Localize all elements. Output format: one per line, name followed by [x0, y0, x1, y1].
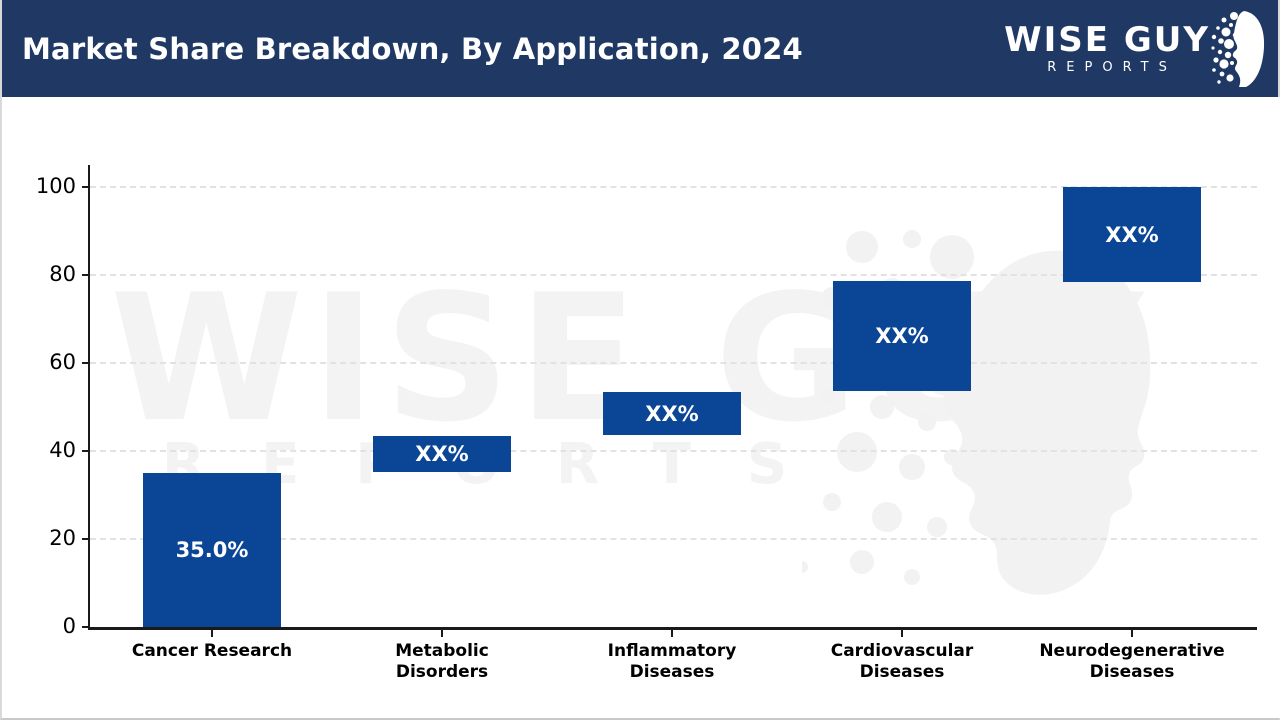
y-tick-60	[82, 362, 89, 364]
page-title: Market Share Breakdown, By Application, …	[22, 31, 803, 66]
wise-guy-logo: WISE GUY REPORTS	[1004, 8, 1278, 90]
bar-value-label: XX%	[875, 324, 929, 349]
y-tick-label-40: 40	[49, 438, 76, 462]
logo-text: WISE GUY REPORTS	[1004, 23, 1210, 75]
y-tick-40	[82, 450, 89, 452]
bar-value-label: 35.0%	[175, 538, 249, 562]
logo-subtitle: REPORTS	[1047, 59, 1177, 75]
category-label: Cancer Research	[131, 641, 293, 661]
bar-segment: XX%	[833, 281, 971, 392]
waterfall-chart: WISE GUY REPORTS 02040608010035.0%XX%XX%…	[2, 97, 1280, 718]
gridline-60	[90, 362, 1257, 364]
gridline-20	[90, 538, 1257, 540]
x-tick-1	[441, 630, 443, 637]
bar-segment: 35.0%	[143, 473, 281, 627]
x-tick-2	[671, 630, 673, 637]
y-tick-label-80: 80	[49, 262, 76, 286]
y-tick-80	[82, 274, 89, 276]
y-tick-label-20: 20	[49, 526, 76, 550]
x-tick-4	[1131, 630, 1133, 637]
category-label: Cardiovascular Diseases	[830, 641, 974, 682]
x-axis-line	[88, 627, 1257, 630]
x-tick-0	[211, 630, 213, 637]
y-tick-label-100: 100	[35, 174, 76, 198]
category-label: Inflammatory Diseases	[607, 641, 737, 682]
bar-segment: XX%	[1063, 187, 1201, 283]
bar-segment: XX%	[373, 436, 511, 473]
y-tick-20	[82, 538, 89, 540]
bar-value-label: XX%	[1105, 222, 1159, 247]
gridline-100	[90, 186, 1257, 188]
y-tick-100	[82, 186, 89, 188]
bar-value-label: XX%	[415, 442, 469, 467]
bar-segment: XX%	[603, 392, 741, 436]
head-profile-icon	[1211, 10, 1265, 87]
x-tick-3	[901, 630, 903, 637]
category-label: Metabolic Disorders	[395, 641, 489, 682]
header-bar: Market Share Breakdown, By Application, …	[2, 0, 1278, 97]
gridline-40	[90, 450, 1257, 452]
y-tick-0	[82, 626, 89, 628]
y-tick-label-60: 60	[49, 350, 76, 374]
y-tick-label-0: 0	[62, 614, 76, 638]
category-label: Neurodegenerative Diseases	[1039, 641, 1225, 682]
y-axis-line	[88, 165, 90, 629]
logo-wordmark: WISE GUY	[1004, 19, 1210, 60]
bar-value-label: XX%	[645, 401, 699, 426]
gridline-80	[90, 274, 1257, 276]
